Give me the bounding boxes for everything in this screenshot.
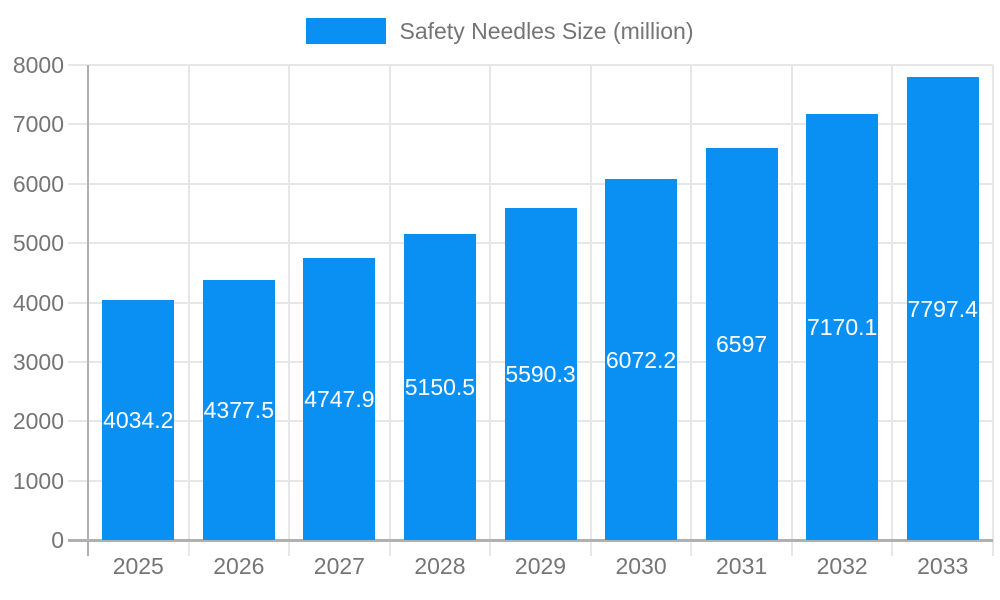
bar-value-label: 6597 xyxy=(716,331,768,358)
v-gridline xyxy=(790,65,793,556)
bar-value-label: 6072.2 xyxy=(605,346,677,373)
v-gridline xyxy=(388,65,391,556)
legend: Safety Needles Size (million) xyxy=(0,14,1000,48)
bar-value-label: 4377.5 xyxy=(203,397,274,424)
x-axis-tick-label: 2026 xyxy=(213,553,265,579)
v-gridline xyxy=(489,65,492,556)
y-axis-tick-label: 3000 xyxy=(12,348,64,375)
bar-value-label: 7797.4 xyxy=(907,295,978,322)
y-axis-tick xyxy=(68,301,88,304)
bar xyxy=(504,208,577,540)
y-axis-line xyxy=(87,65,89,556)
v-gridline xyxy=(891,65,894,556)
v-gridline xyxy=(589,65,592,556)
y-axis-tick-label: 0 xyxy=(51,527,64,553)
y-axis-tick-label: 4000 xyxy=(12,289,64,316)
v-gridline xyxy=(690,65,693,556)
x-axis-tick-label: 2032 xyxy=(816,553,868,579)
y-axis-tick-label: 6000 xyxy=(12,170,64,197)
bar-value-label: 5150.5 xyxy=(404,374,476,401)
y-axis-tick xyxy=(68,123,88,126)
y-axis-tick-label: 7000 xyxy=(12,111,64,138)
x-axis-tick-label: 2030 xyxy=(615,553,667,579)
h-gridline xyxy=(88,64,993,66)
x-axis-tick-label: 2029 xyxy=(514,553,567,579)
v-gridline xyxy=(187,65,190,556)
bar xyxy=(906,77,979,540)
y-axis-tick-label: 1000 xyxy=(12,467,64,494)
y-axis-tick xyxy=(68,420,88,423)
bar-value-label: 5590.3 xyxy=(505,361,576,388)
bar xyxy=(303,258,376,540)
x-axis-tick-label: 2025 xyxy=(112,553,164,579)
y-axis-tick-label: 8000 xyxy=(12,52,64,78)
y-axis-tick-label: 5000 xyxy=(12,230,64,257)
y-axis-tick xyxy=(68,360,88,363)
y-axis-tick xyxy=(68,182,88,185)
x-axis-tick-label: 2033 xyxy=(917,553,969,579)
v-gridline xyxy=(992,65,994,556)
h-gridline xyxy=(88,182,993,185)
bar xyxy=(202,280,275,540)
x-axis-tick-label: 2028 xyxy=(414,553,466,579)
legend-swatch xyxy=(306,18,387,44)
x-axis-tick-label: 2031 xyxy=(716,553,768,579)
y-axis-tick xyxy=(68,242,88,245)
bar xyxy=(403,234,476,540)
x-axis-tick-label: 2027 xyxy=(313,553,365,579)
bar-value-label: 4747.9 xyxy=(304,386,375,413)
bar xyxy=(806,114,879,540)
bar-value-label: 4034.2 xyxy=(103,407,174,434)
x-axis-line xyxy=(68,539,993,542)
h-gridline xyxy=(88,123,993,126)
y-axis-tick xyxy=(68,479,88,482)
y-axis-tick xyxy=(68,64,88,66)
bar xyxy=(705,148,778,540)
bar-value-label: 7170.1 xyxy=(806,314,878,341)
bar xyxy=(102,300,175,540)
v-gridline xyxy=(288,65,291,556)
legend-label: Safety Needles Size (million) xyxy=(399,17,694,44)
bar xyxy=(605,179,678,540)
y-axis-tick-label: 2000 xyxy=(12,408,64,435)
